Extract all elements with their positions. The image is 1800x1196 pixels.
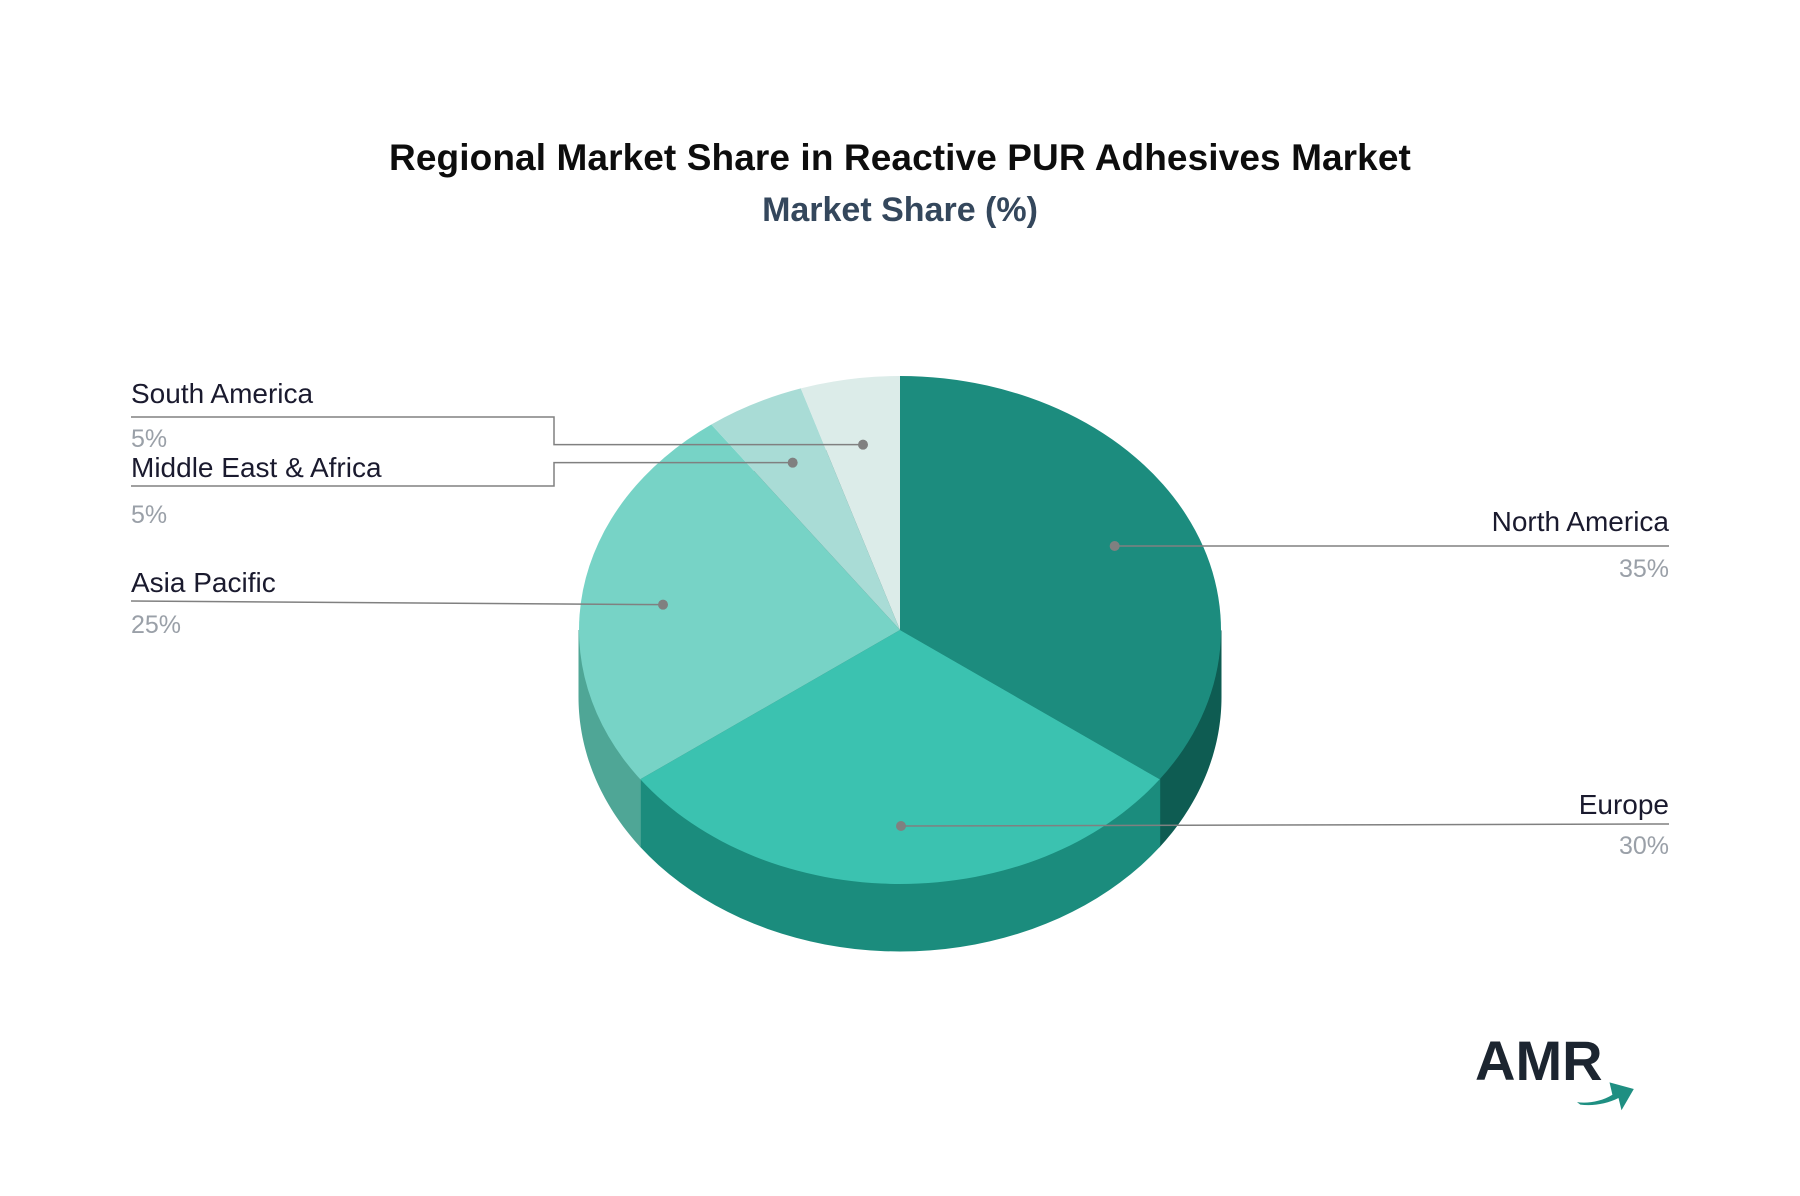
svg-text:South America: South America: [131, 378, 314, 409]
svg-text:Europe: Europe: [1579, 789, 1669, 820]
svg-text:AMR: AMR: [1475, 1029, 1603, 1092]
svg-text:Asia Pacific: Asia Pacific: [131, 567, 276, 598]
svg-text:35%: 35%: [1619, 555, 1669, 583]
svg-text:Middle East & Africa: Middle East & Africa: [131, 452, 382, 483]
svg-text:5%: 5%: [131, 501, 167, 529]
svg-text:5%: 5%: [131, 425, 167, 453]
svg-text:30%: 30%: [1619, 832, 1669, 860]
svg-text:25%: 25%: [131, 611, 181, 639]
svg-text:North America: North America: [1492, 506, 1670, 537]
